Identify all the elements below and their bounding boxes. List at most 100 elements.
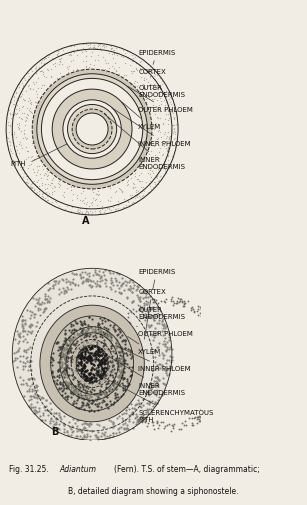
Point bbox=[28, 109, 33, 117]
Point bbox=[84, 432, 89, 440]
Point bbox=[140, 162, 145, 170]
Point bbox=[115, 201, 120, 209]
Point bbox=[19, 110, 24, 118]
Point bbox=[103, 359, 107, 367]
Point bbox=[113, 45, 118, 54]
Point bbox=[7, 107, 12, 115]
Point bbox=[136, 415, 141, 423]
Point bbox=[220, 389, 224, 397]
Point bbox=[208, 403, 213, 411]
Point bbox=[117, 335, 122, 343]
Point bbox=[84, 40, 88, 48]
Point bbox=[213, 400, 218, 409]
Point bbox=[103, 329, 108, 337]
Point bbox=[112, 389, 117, 397]
Point bbox=[107, 363, 111, 371]
Point bbox=[165, 133, 170, 141]
Point bbox=[46, 52, 51, 60]
Point bbox=[121, 374, 126, 382]
Ellipse shape bbox=[72, 110, 112, 149]
Point bbox=[103, 370, 108, 378]
Point bbox=[88, 323, 93, 331]
Point bbox=[57, 59, 62, 67]
Point bbox=[62, 344, 67, 352]
Point bbox=[124, 293, 129, 301]
Point bbox=[114, 378, 119, 386]
Point bbox=[109, 286, 114, 294]
Point bbox=[64, 384, 69, 392]
Point bbox=[104, 401, 109, 410]
Point bbox=[222, 383, 227, 391]
Point bbox=[125, 318, 130, 326]
Point bbox=[68, 423, 72, 431]
Point bbox=[120, 189, 125, 197]
Point bbox=[130, 288, 135, 296]
Point bbox=[73, 318, 78, 326]
Point bbox=[67, 379, 72, 387]
Point bbox=[138, 305, 143, 313]
Point bbox=[59, 351, 64, 360]
Point bbox=[97, 325, 102, 333]
Point bbox=[80, 345, 85, 353]
Point bbox=[79, 360, 84, 368]
Point bbox=[83, 355, 88, 363]
Point bbox=[65, 394, 70, 402]
Point bbox=[27, 322, 32, 330]
Point bbox=[83, 336, 88, 344]
Point bbox=[104, 357, 109, 365]
Point bbox=[164, 145, 169, 153]
Point bbox=[138, 293, 143, 301]
Point bbox=[55, 339, 60, 347]
Text: XYLEM: XYLEM bbox=[122, 103, 161, 130]
Point bbox=[123, 337, 128, 345]
Point bbox=[16, 125, 21, 133]
Point bbox=[145, 422, 150, 430]
Point bbox=[81, 342, 86, 350]
Point bbox=[97, 359, 102, 367]
Point bbox=[88, 137, 93, 145]
Point bbox=[83, 53, 88, 61]
Point bbox=[111, 377, 115, 385]
Point bbox=[72, 326, 77, 334]
Point bbox=[129, 56, 134, 64]
Point bbox=[80, 373, 85, 381]
Point bbox=[101, 337, 106, 345]
Point bbox=[47, 399, 52, 408]
Point bbox=[125, 182, 130, 190]
Point bbox=[69, 355, 74, 363]
Point bbox=[73, 389, 78, 397]
Point bbox=[205, 317, 210, 325]
Point bbox=[82, 363, 87, 371]
Point bbox=[25, 70, 30, 78]
Point bbox=[62, 428, 67, 436]
Point bbox=[123, 345, 128, 353]
Point bbox=[152, 142, 157, 150]
Point bbox=[163, 367, 168, 375]
Point bbox=[88, 355, 93, 363]
Point bbox=[109, 63, 114, 71]
Point bbox=[139, 183, 144, 191]
Point bbox=[86, 348, 91, 357]
Point bbox=[107, 363, 112, 371]
Point bbox=[34, 394, 39, 402]
Point bbox=[98, 356, 103, 364]
Point bbox=[99, 131, 104, 139]
Point bbox=[41, 409, 46, 417]
Point bbox=[66, 381, 71, 389]
Point bbox=[40, 68, 45, 76]
Point bbox=[85, 338, 90, 346]
Point bbox=[21, 174, 26, 182]
Point bbox=[121, 54, 126, 62]
Point bbox=[70, 355, 75, 363]
Point bbox=[131, 408, 136, 416]
Point bbox=[103, 389, 108, 397]
Point bbox=[95, 45, 99, 54]
Point bbox=[105, 368, 110, 376]
Point bbox=[118, 399, 123, 407]
Point bbox=[92, 351, 97, 360]
Point bbox=[84, 344, 89, 352]
Point bbox=[61, 369, 66, 377]
Point bbox=[111, 418, 116, 426]
Point bbox=[163, 341, 168, 349]
Point bbox=[90, 325, 95, 333]
